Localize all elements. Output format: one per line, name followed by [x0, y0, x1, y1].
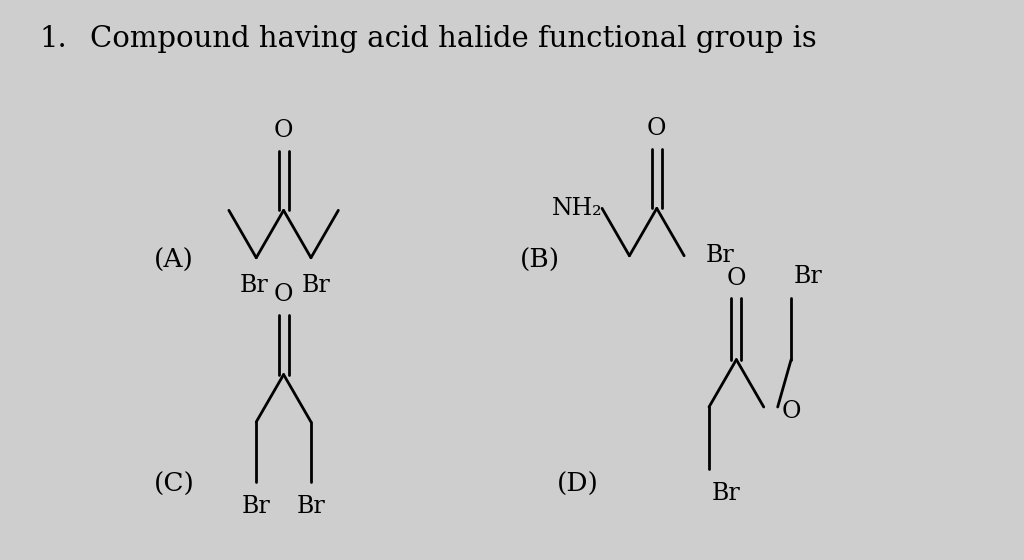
Text: NH₂: NH₂ [551, 197, 602, 220]
Text: (D): (D) [557, 472, 599, 497]
Text: Br: Br [302, 274, 331, 297]
Text: Br: Br [240, 274, 268, 297]
Text: O: O [647, 117, 667, 140]
Text: (C): (C) [155, 472, 196, 497]
Text: (B): (B) [519, 248, 559, 273]
Text: Br: Br [242, 495, 270, 518]
Text: Br: Br [794, 264, 823, 287]
Text: 1.: 1. [40, 25, 68, 53]
Text: O: O [727, 267, 746, 290]
Text: (A): (A) [155, 248, 195, 273]
Text: Br: Br [297, 495, 326, 518]
Text: Compound having acid halide functional group is: Compound having acid halide functional g… [89, 25, 816, 53]
Text: O: O [273, 119, 293, 142]
Text: O: O [781, 400, 801, 423]
Text: Br: Br [706, 244, 735, 267]
Text: O: O [273, 283, 293, 306]
Text: Br: Br [712, 482, 740, 505]
